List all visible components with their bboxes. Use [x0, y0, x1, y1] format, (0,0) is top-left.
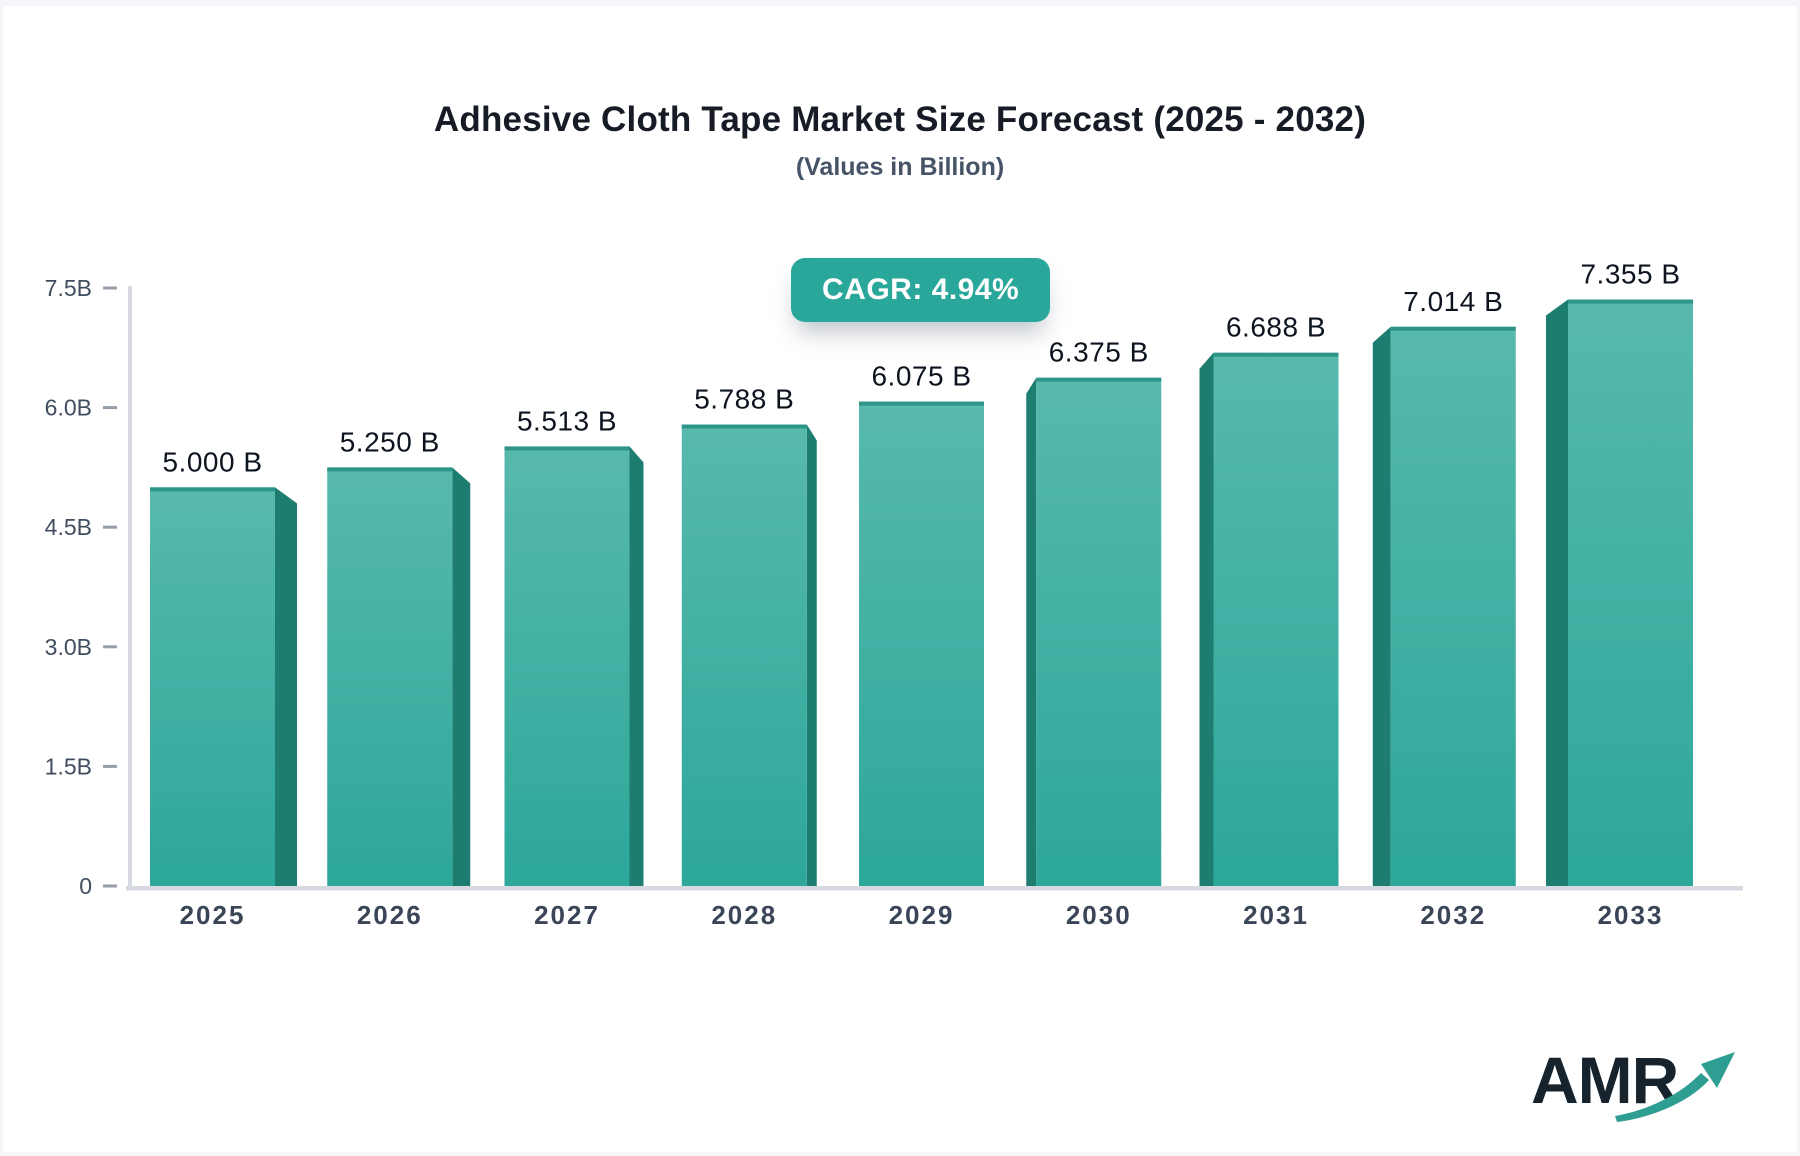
- bar-top-edge-2028: [681, 424, 807, 429]
- bar-side-2030: [1026, 377, 1037, 888]
- x-axis-label-2030: 2030: [1066, 900, 1132, 930]
- bar-top-edge-2031: [1213, 352, 1339, 357]
- x-axis-label-2029: 2029: [889, 900, 955, 930]
- x-axis-label-2026: 2026: [357, 900, 423, 930]
- value-label-2030: 6.375 B: [1049, 337, 1149, 368]
- value-label-2025: 5.000 B: [162, 446, 262, 477]
- x-axis-label-2033: 2033: [1598, 900, 1664, 930]
- chart-subtitle: (Values in Billion): [795, 153, 1005, 181]
- bar-2032: [1390, 326, 1516, 889]
- bar-2029: [859, 401, 984, 888]
- value-label-2032: 7.014 B: [1403, 286, 1503, 317]
- value-label-2028: 5.788 B: [694, 384, 794, 415]
- bar-2033: [1568, 299, 1693, 888]
- bar-top-edge-2029: [859, 401, 984, 406]
- bar-top-edge-2027: [504, 446, 630, 451]
- x-axis-line: [126, 886, 1743, 891]
- y-tick-mark: [103, 884, 117, 888]
- y-tick-mark: [103, 764, 117, 768]
- bar-2025: [150, 487, 275, 888]
- y-tick-label: 7.5B: [45, 275, 92, 301]
- bar-side-2028: [806, 424, 817, 888]
- bar-top-edge-2033: [1568, 299, 1693, 304]
- x-axis-label-2032: 2032: [1420, 900, 1486, 930]
- bar-2031: [1213, 352, 1339, 888]
- bar-2030: [1036, 377, 1162, 888]
- amr-logo: AMR: [1531, 1042, 1735, 1137]
- bar-2026: [327, 467, 453, 888]
- y-tick-label: 4.5B: [45, 514, 92, 540]
- y-tick-label: 6.0B: [45, 395, 92, 421]
- growth-arrow-icon: [1615, 1052, 1735, 1122]
- y-tick-mark: [103, 286, 117, 290]
- value-label-2029: 6.075 B: [871, 361, 971, 392]
- y-tick-label: 3.0B: [45, 634, 92, 660]
- bar-top-edge-2032: [1390, 326, 1516, 331]
- y-tick-mark: [103, 406, 117, 410]
- bar-2027: [504, 446, 630, 888]
- bar-side-2026: [452, 467, 471, 888]
- bar-side-2033: [1546, 299, 1568, 888]
- bar-side-2025: [275, 487, 297, 888]
- bar-side-2032: [1372, 326, 1391, 889]
- x-axis-label-2031: 2031: [1243, 900, 1309, 930]
- bar-top-edge-2025: [150, 487, 275, 492]
- y-tick-label: 0: [79, 873, 92, 899]
- bar-side-2027: [629, 446, 644, 888]
- y-axis-line: [128, 286, 132, 888]
- x-axis-label-2027: 2027: [534, 900, 600, 930]
- x-axis-label-2028: 2028: [711, 900, 777, 930]
- bar-side-2031: [1199, 352, 1214, 888]
- bar-top-edge-2030: [1036, 377, 1162, 382]
- value-label-2033: 7.355 B: [1580, 259, 1680, 290]
- bar-top-edge-2026: [327, 467, 453, 472]
- y-tick-label: 1.5B: [45, 753, 92, 779]
- cagr-badge: CAGR: 4.94%: [791, 258, 1051, 322]
- value-label-2026: 5.250 B: [340, 426, 440, 457]
- bar-2028: [681, 424, 807, 888]
- bar-chart: 0 1.5B 3.0B 4.5B 6.0B 7.5B 5.000 B 2025 5.250 B 2…: [45, 259, 1743, 930]
- y-tick-mark: [103, 645, 117, 649]
- x-axis-label-2025: 2025: [180, 900, 246, 930]
- value-label-2027: 5.513 B: [517, 405, 617, 436]
- y-tick-mark: [103, 525, 117, 529]
- value-label-2031: 6.688 B: [1226, 312, 1326, 343]
- chart-title: Adhesive Cloth Tape Market Size Forecast…: [433, 100, 1367, 139]
- chart-card: Adhesive Cloth Tape Market Size Forecast…: [3, 6, 1797, 1152]
